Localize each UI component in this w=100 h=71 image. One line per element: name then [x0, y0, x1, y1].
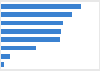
Bar — [1, 12, 72, 17]
Bar — [1, 4, 81, 9]
Bar — [1, 37, 60, 42]
Bar — [1, 29, 61, 34]
Bar — [1, 54, 10, 59]
Bar — [1, 21, 63, 25]
Bar — [1, 62, 4, 67]
Bar — [1, 46, 36, 50]
